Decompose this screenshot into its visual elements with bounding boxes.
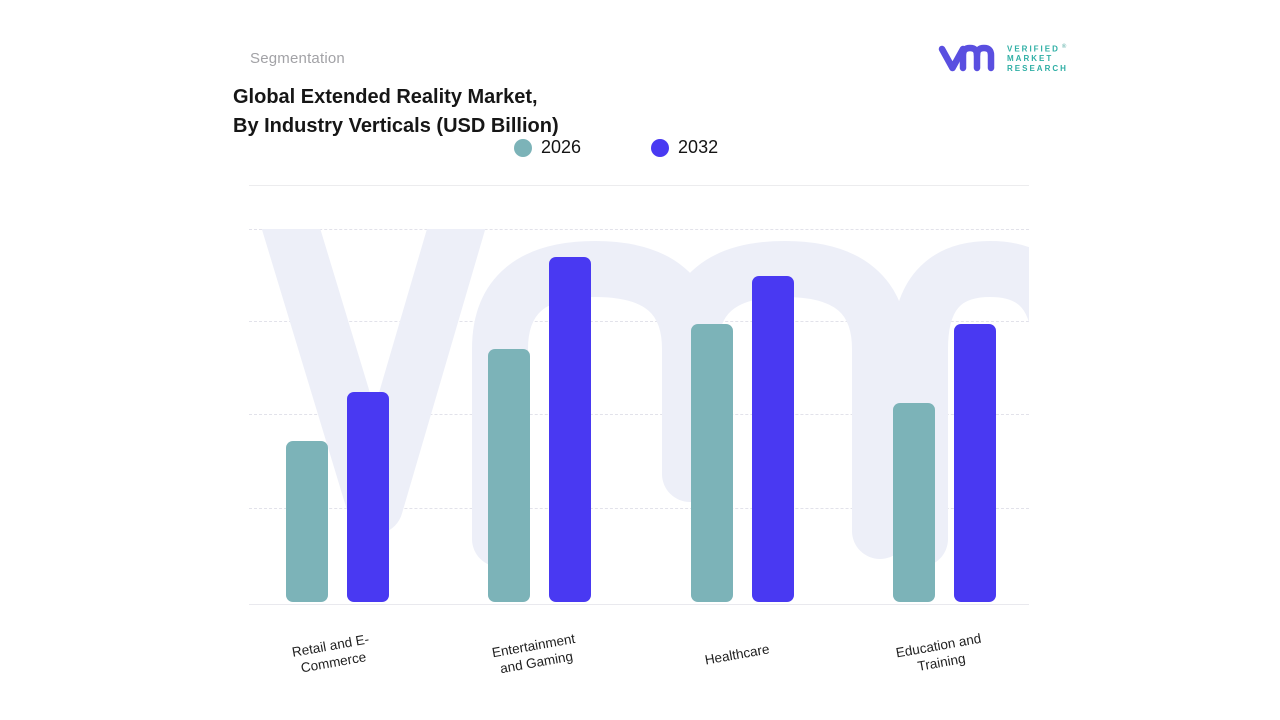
category-label-healthcare: Healthcare	[703, 640, 771, 668]
logo-line-verified: VERIFIED ®	[1007, 43, 1067, 54]
bar-2032-education-and-training[interactable]	[954, 324, 996, 602]
bar-2032-healthcare[interactable]	[751, 276, 794, 602]
vmr-logo-text: VERIFIED ® MARKET RESEARCH	[1007, 43, 1068, 73]
vmr-logo-glyph	[938, 44, 995, 72]
plot-area	[249, 185, 1029, 605]
category-label-education-and-training: Education and Training	[894, 630, 982, 674]
segmentation-label: Segmentation	[250, 50, 345, 67]
category-label-entertainment-and-gaming: Entertainment and Gaming	[490, 630, 576, 677]
bar-2026-retail-and-e-commerce[interactable]	[285, 441, 328, 602]
legend-label: 2026	[541, 137, 582, 157]
chart-title: Global Extended Reality Market, By Indus…	[233, 83, 559, 141]
bar-2026-entertainment-and-gaming[interactable]	[488, 349, 530, 602]
chart-title-line1: Global Extended Reality Market,	[233, 86, 538, 108]
category-label-retail-and-e-commerce: Retail and E- Commerce	[290, 631, 371, 676]
registered-mark: ®	[1061, 43, 1067, 50]
legend-item-2032[interactable]: 2032	[651, 137, 718, 158]
chart-legend: 2026 2032	[514, 137, 718, 158]
bar-2032-retail-and-e-commerce[interactable]	[346, 392, 389, 602]
chart-title-line2: By Industry Verticals (USD Billion)	[233, 115, 559, 137]
gridline	[249, 321, 1029, 322]
legend-dot-2032	[651, 138, 670, 157]
legend-dot-2026	[514, 138, 532, 157]
gridline	[249, 229, 1029, 230]
logo-line-research: RESEARCH	[1007, 63, 1068, 73]
bar-2026-education-and-training[interactable]	[893, 403, 935, 602]
bar-2026-healthcare[interactable]	[690, 324, 733, 602]
bar-2032-entertainment-and-gaming[interactable]	[549, 257, 591, 602]
legend-item-2026[interactable]: 2026	[514, 137, 581, 158]
legend-label: 2032	[678, 137, 719, 157]
logo-line-market: MARKET	[1007, 54, 1054, 64]
vmr-logo: VERIFIED ® MARKET RESEARCH	[936, 42, 1068, 74]
